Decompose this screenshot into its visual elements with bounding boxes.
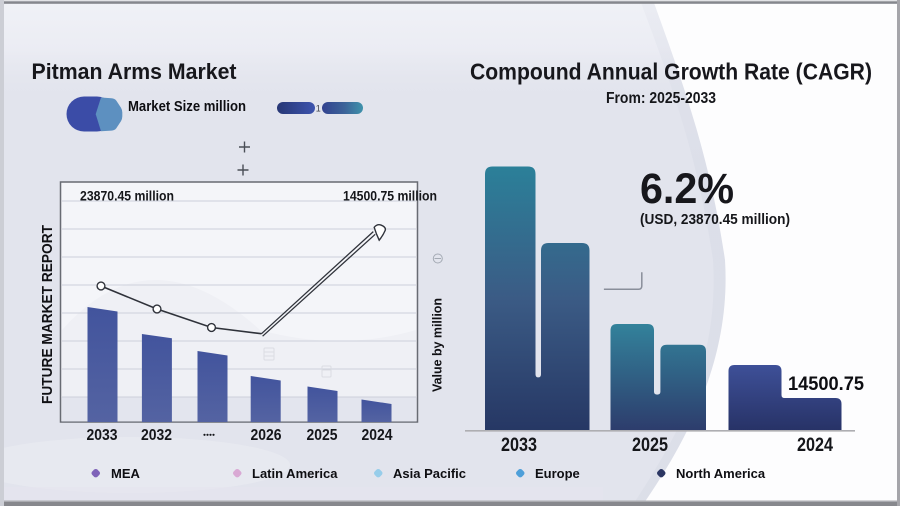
svg-text:MEA: MEA <box>111 466 141 481</box>
svg-text:6.2%: 6.2% <box>640 166 734 213</box>
svg-text:2025: 2025 <box>632 435 668 456</box>
svg-text:Asia Pacific: Asia Pacific <box>393 466 466 481</box>
svg-text:23870.45 million: 23870.45 million <box>80 188 174 204</box>
svg-text:(USD, 23870.45 million): (USD, 23870.45 million) <box>640 211 790 228</box>
svg-text:From: 2025-2033: From: 2025-2033 <box>606 90 716 107</box>
svg-text:Latin America: Latin America <box>252 466 338 481</box>
svg-text:Market Size million: Market Size million <box>128 98 246 115</box>
svg-text:14500.75 million: 14500.75 million <box>343 188 437 204</box>
svg-text:2025: 2025 <box>307 427 338 444</box>
svg-text:FUTURE MARKET REPORT: FUTURE MARKET REPORT <box>39 225 56 404</box>
svg-text:2024: 2024 <box>362 427 393 444</box>
svg-text:2032: 2032 <box>141 427 172 444</box>
svg-text:Pitman Arms Market: Pitman Arms Market <box>32 59 237 84</box>
svg-text:1: 1 <box>316 104 321 114</box>
svg-text:North America: North America <box>676 466 766 481</box>
svg-text:Value by million: Value by million <box>430 298 445 392</box>
svg-text:Europe: Europe <box>535 466 580 481</box>
svg-text:2033: 2033 <box>87 427 118 444</box>
svg-text:2026: 2026 <box>251 427 282 444</box>
svg-text:2033: 2033 <box>501 435 537 456</box>
svg-text:14500.75: 14500.75 <box>788 374 864 395</box>
svg-text:2024: 2024 <box>797 435 833 456</box>
svg-text:Compound Annual Growth Rate (C: Compound Annual Growth Rate (CAGR) <box>470 59 872 85</box>
